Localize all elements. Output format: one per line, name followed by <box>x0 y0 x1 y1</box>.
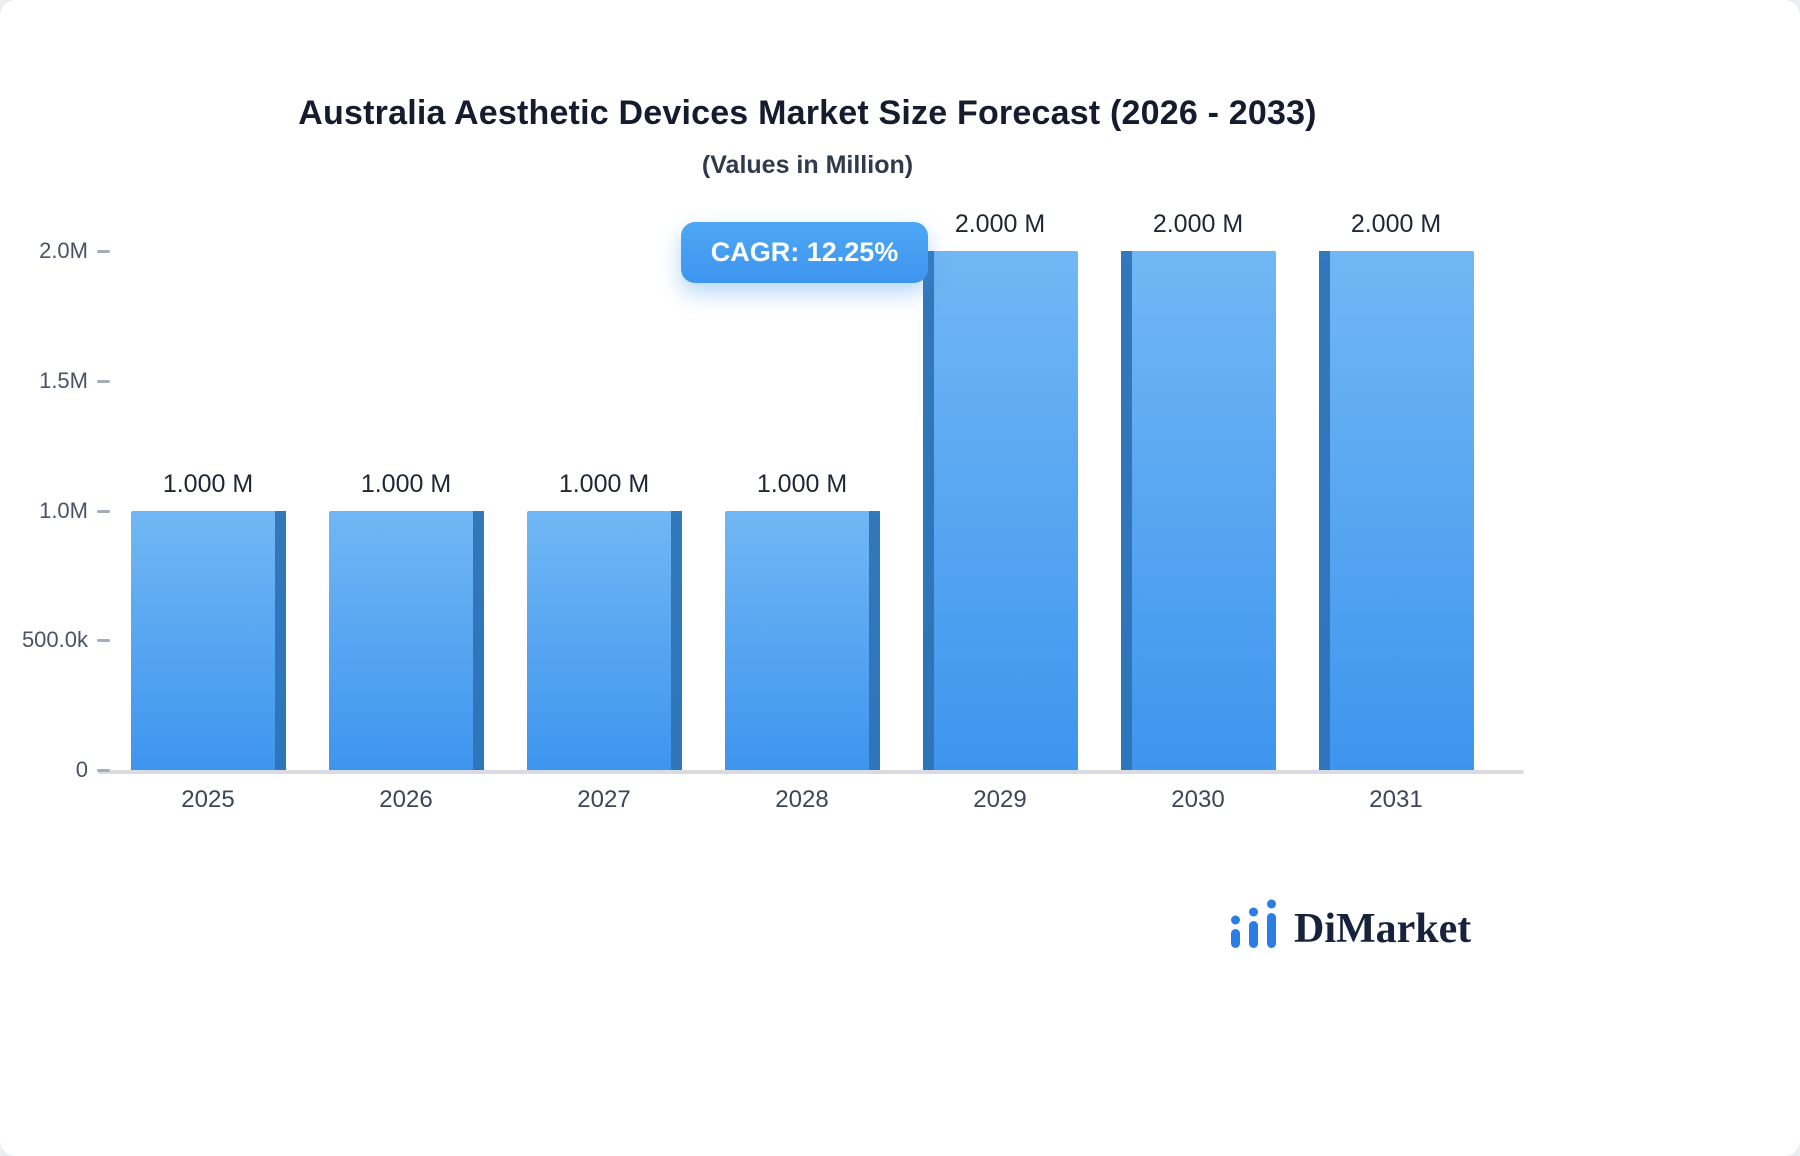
chart-subtitle: (Values in Million) <box>701 151 914 179</box>
chart-title: Australia Aesthetic Devices Market Size … <box>298 94 1317 132</box>
x-axis-label: 2030 <box>1171 786 1225 813</box>
logo-bars-icon <box>1228 898 1280 950</box>
x-axis-label: 2029 <box>973 786 1027 813</box>
bar-value-label: 1.000 M <box>558 469 650 498</box>
bar-edge-shade <box>1318 251 1330 770</box>
bar-edge-shade <box>472 510 484 770</box>
brand-logo: DiMarket <box>1228 898 1471 950</box>
bar-edge-shade <box>922 251 934 770</box>
logo-text: DiMarket <box>1294 906 1472 952</box>
y-axis-label: 500.0k <box>21 627 88 653</box>
bar-edge-shade <box>1120 251 1132 770</box>
y-axis-label: 2.0M <box>39 238 88 263</box>
y-axis-tick <box>97 509 110 513</box>
bar[interactable] <box>724 510 880 770</box>
bar[interactable] <box>1318 251 1474 770</box>
bar[interactable] <box>526 510 682 770</box>
bar-edge-shade <box>670 510 682 770</box>
bar-value-label: 1.000 M <box>756 469 848 498</box>
bar[interactable] <box>130 510 286 770</box>
y-axis-label: 1.5M <box>39 367 88 393</box>
x-axis-label: 2027 <box>577 786 631 813</box>
y-axis-tick <box>97 379 110 383</box>
bar[interactable] <box>922 251 1078 770</box>
x-axis-label: 2026 <box>379 786 433 813</box>
x-axis-label: 2031 <box>1369 786 1423 813</box>
bar-edge-shade <box>274 510 286 770</box>
bar[interactable] <box>328 510 484 770</box>
x-axis-label: 2028 <box>775 786 829 813</box>
y-axis-label: 1.0M <box>39 497 88 523</box>
x-axis-line <box>98 770 1524 774</box>
x-axis-label: 2025 <box>181 786 235 813</box>
bar-value-label: 1.000 M <box>360 469 452 498</box>
y-axis-label: 0 <box>75 757 88 782</box>
bar-value-label: 2.000 M <box>1350 210 1442 238</box>
bar[interactable] <box>1120 251 1276 770</box>
y-axis-tick <box>97 250 110 253</box>
bar-value-label: 2.000 M <box>1152 210 1244 238</box>
chart-header: Australia Aesthetic Devices Market Size … <box>0 94 1615 180</box>
cagr-badge: CAGR: 12.25% <box>681 222 928 283</box>
bar-edge-shade <box>868 510 880 770</box>
bar-value-label: 2.000 M <box>954 210 1046 238</box>
y-axis-tick <box>97 769 110 772</box>
y-axis-tick <box>97 639 110 643</box>
bar-value-label: 1.000 M <box>162 469 254 498</box>
